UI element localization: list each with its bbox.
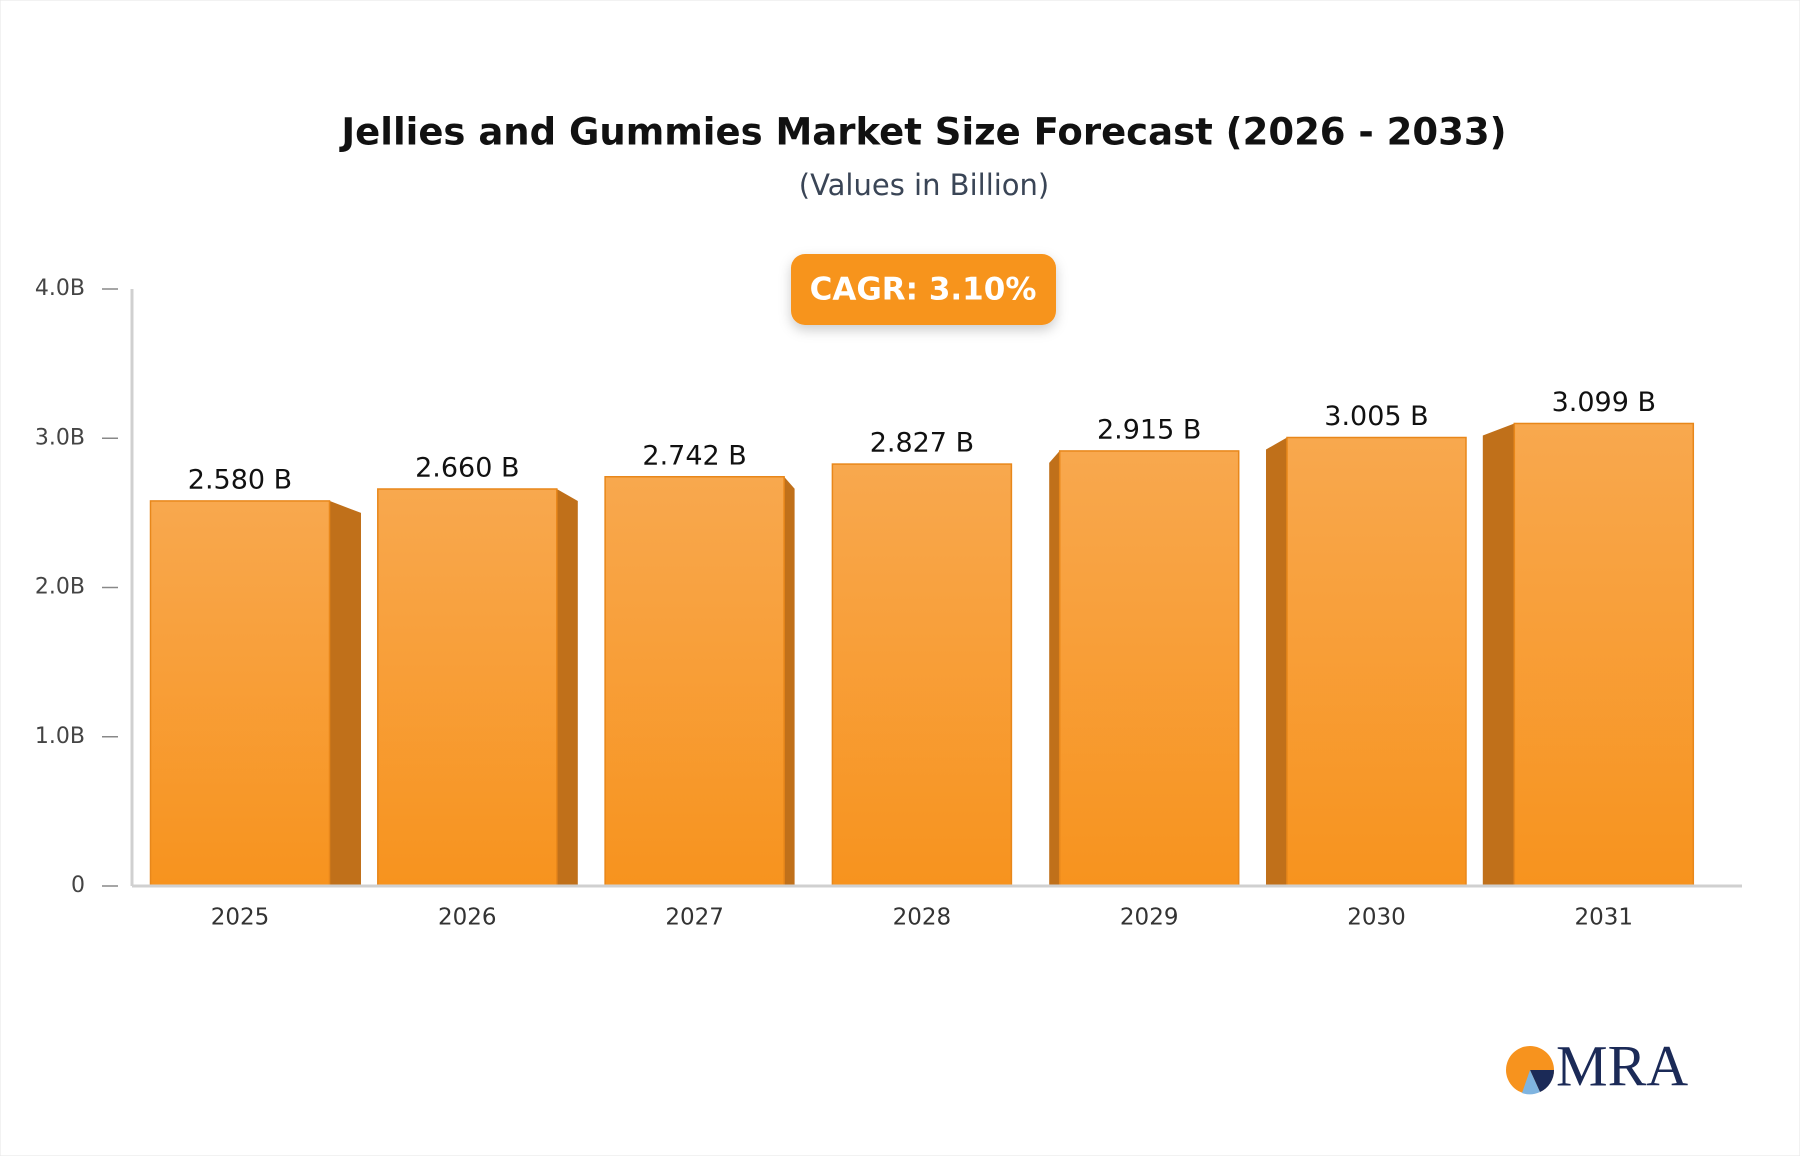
- chart-subtitle: (Values in Billion): [799, 168, 1050, 202]
- value-label: 3.099 B: [1552, 387, 1656, 418]
- bar-side: [329, 500, 361, 886]
- bar-side: [1482, 423, 1515, 886]
- x-tick-label: 2027: [665, 905, 724, 931]
- bar: [1058, 450, 1240, 887]
- bar-side: [1266, 437, 1287, 886]
- bar-side: [556, 488, 578, 886]
- bar: [604, 476, 785, 887]
- y-tick-label: 1.0B: [35, 724, 85, 749]
- logo: MRA: [1506, 1033, 1688, 1098]
- y-tick-label: 4.0B: [35, 276, 85, 301]
- x-tick-label: 2026: [438, 905, 497, 931]
- value-label: 2.580 B: [188, 464, 292, 495]
- bar: [1286, 436, 1467, 887]
- x-tick-label: 2025: [211, 905, 270, 931]
- x-tick-label: 2030: [1347, 905, 1406, 931]
- bar-side: [784, 476, 795, 886]
- logo-icon-slice: [1522, 1070, 1540, 1095]
- logo-icon-slice: [1530, 1070, 1555, 1092]
- cagr-label: CAGR: 3.10%: [810, 272, 1037, 308]
- bar: [149, 500, 331, 887]
- value-label: 2.742 B: [642, 440, 746, 471]
- bar: [377, 488, 558, 887]
- value-label: 2.915 B: [1097, 414, 1201, 445]
- value-label: 2.827 B: [870, 428, 974, 459]
- bar-side: [1049, 450, 1060, 886]
- value-label: 3.005 B: [1324, 401, 1428, 432]
- y-tick-label: 0: [71, 873, 85, 898]
- bar: [831, 463, 1013, 887]
- x-tick-label: 2028: [893, 905, 952, 931]
- logo-text: MRA: [1556, 1033, 1688, 1098]
- x-tick-label: 2031: [1575, 905, 1634, 931]
- x-tick-label: 2029: [1120, 905, 1179, 931]
- y-tick-label: 3.0B: [35, 425, 85, 450]
- y-tick-label: 2.0B: [35, 575, 85, 600]
- value-label: 2.660 B: [415, 452, 519, 483]
- cagr-badge: [791, 254, 1056, 325]
- bar: [1513, 422, 1695, 887]
- chart-title: Jellies and Gummies Market Size Forecast…: [338, 111, 1506, 154]
